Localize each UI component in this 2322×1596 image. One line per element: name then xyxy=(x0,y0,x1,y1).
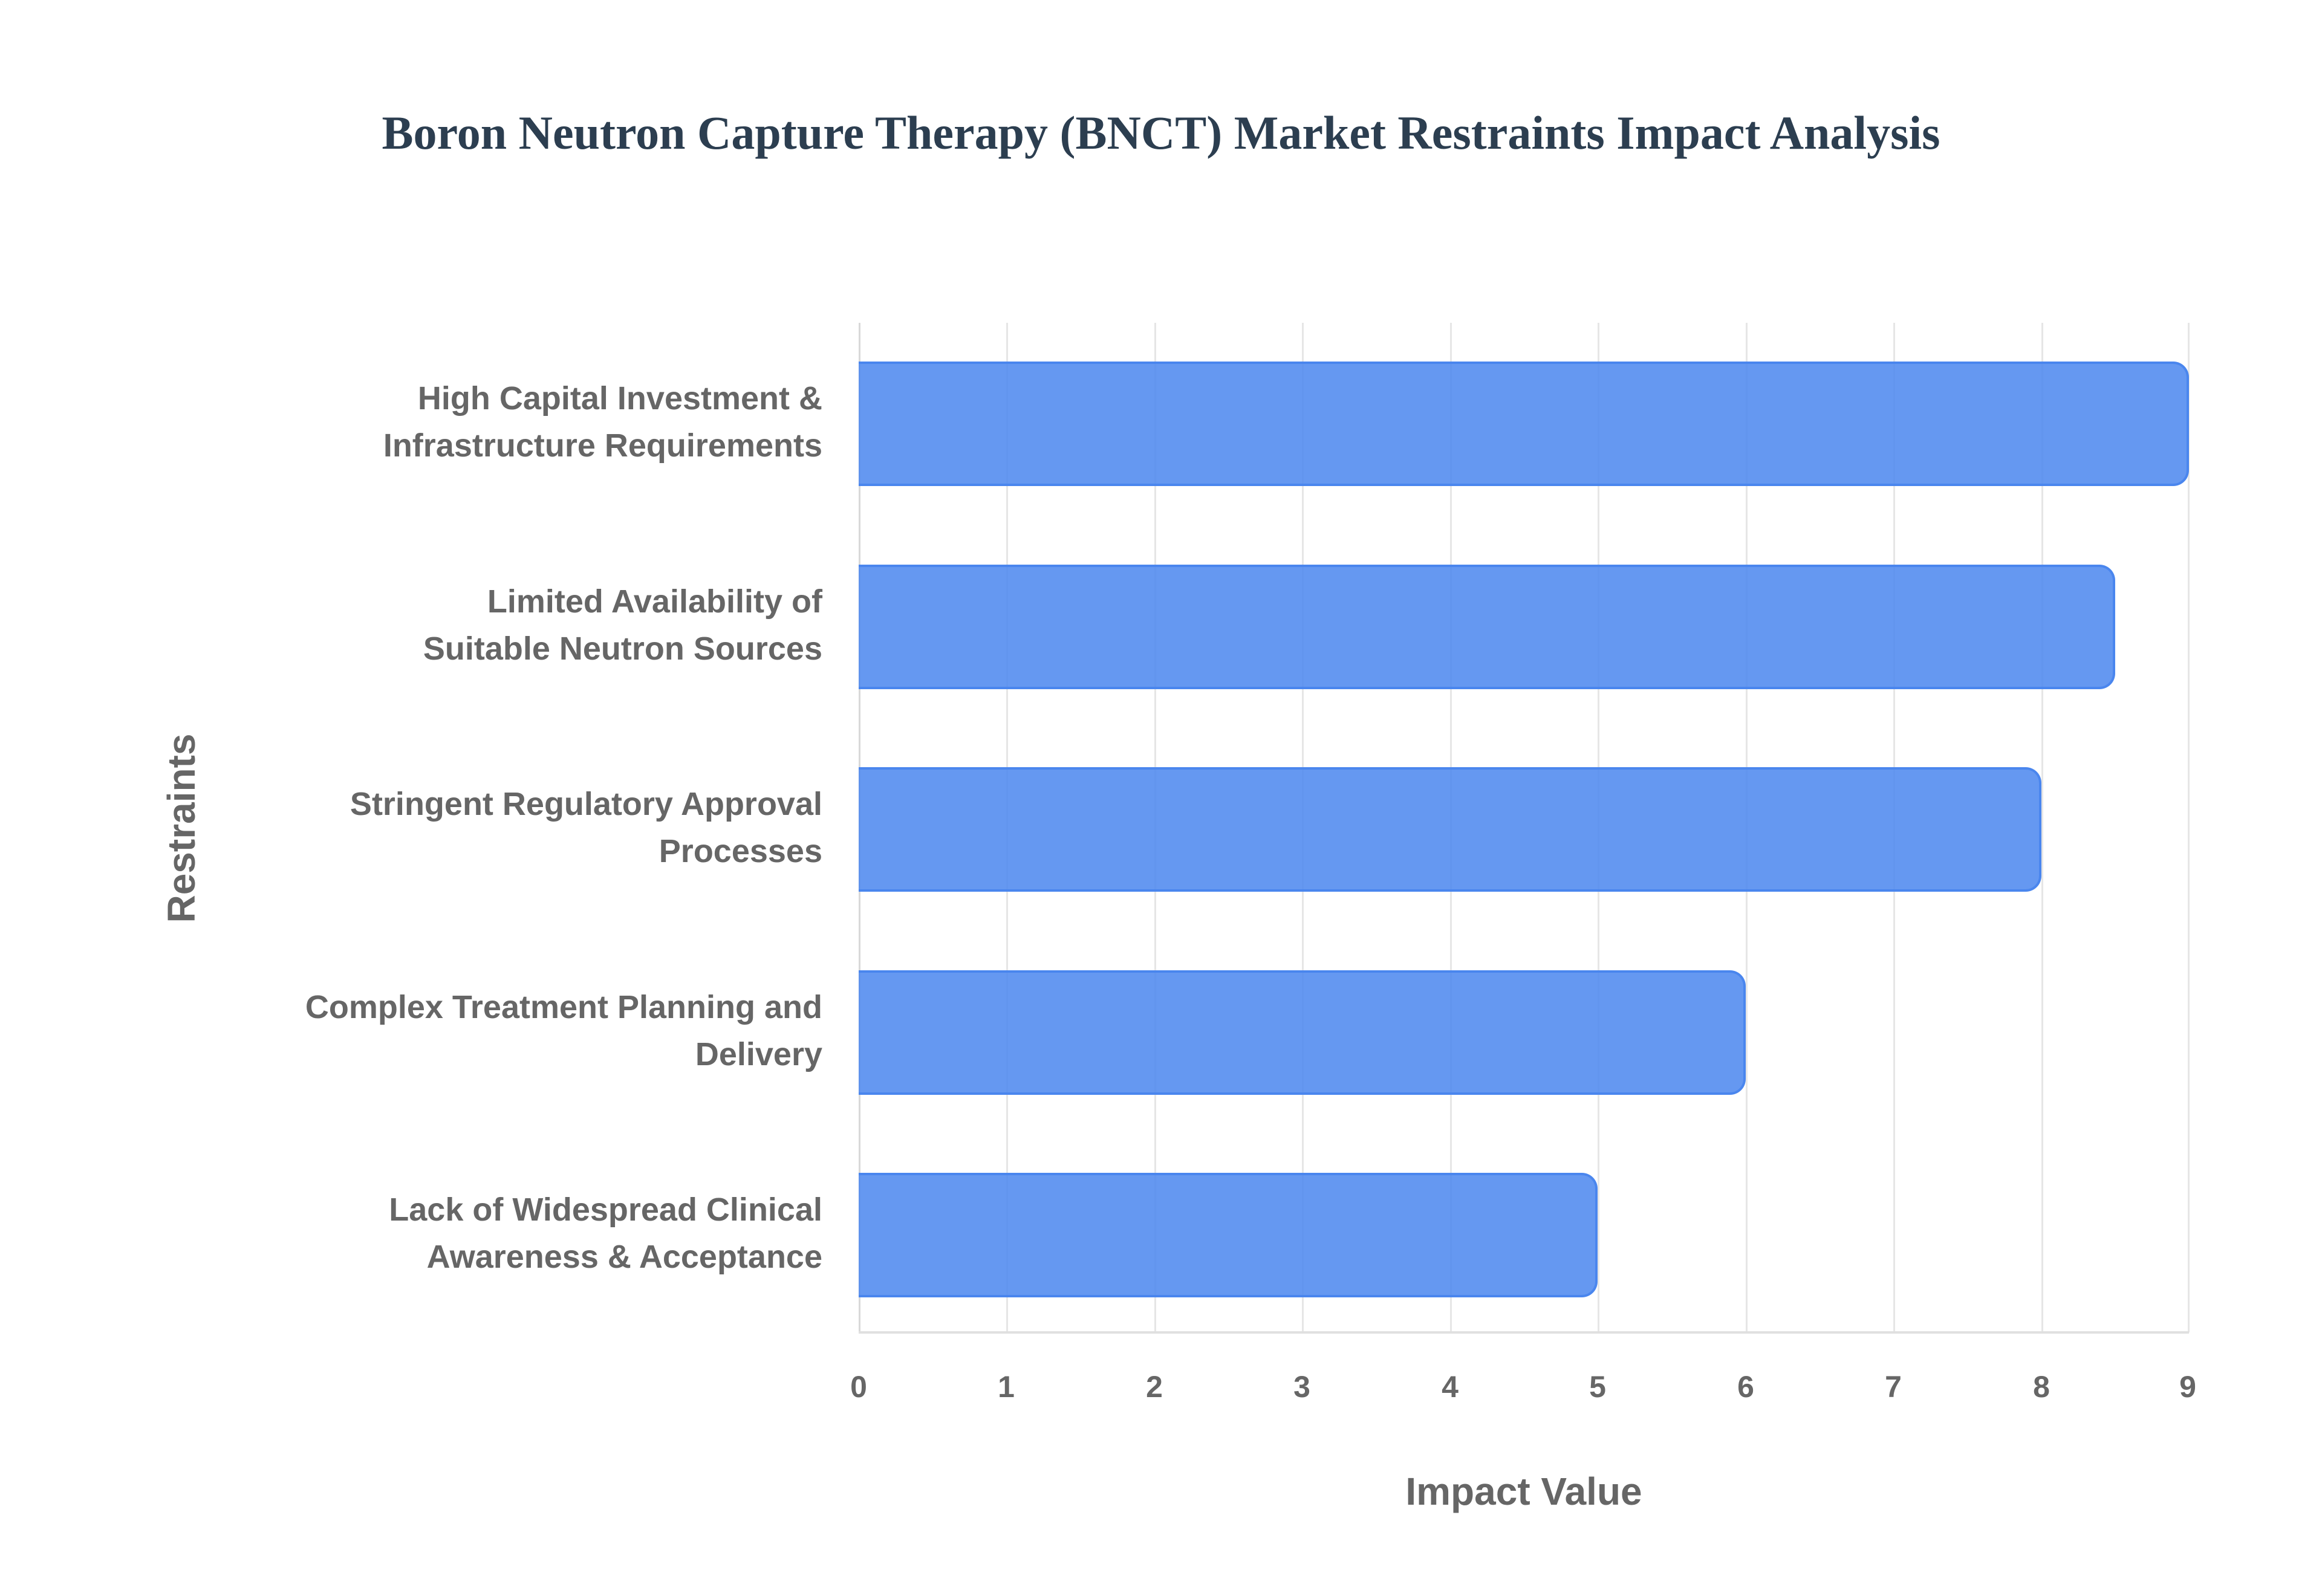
x-tick-label: 4 xyxy=(1442,1370,1459,1404)
x-tick-label: 1 xyxy=(998,1370,1015,1404)
y-tick-label: Stringent Regulatory Approval Processes xyxy=(218,780,822,875)
y-tick-label: High Capital Investment & Infrastructure… xyxy=(218,375,822,469)
x-axis-line xyxy=(859,1331,2189,1334)
x-tick-label: 0 xyxy=(850,1370,867,1404)
y-tick-label-line: Stringent Regulatory Approval xyxy=(350,786,822,822)
plot-area xyxy=(859,323,2190,1334)
gridline xyxy=(2188,323,2190,1332)
x-tick-label: 9 xyxy=(2179,1370,2196,1404)
y-tick-label-line: Awareness & Acceptance xyxy=(426,1239,822,1275)
y-tick-label-line: Delivery xyxy=(695,1036,822,1072)
y-tick-label-line: Infrastructure Requirements xyxy=(383,427,822,464)
y-tick-label-line: Processes xyxy=(659,833,822,869)
gridline xyxy=(2041,323,2043,1332)
y-tick-label: Limited Availability of Suitable Neutron… xyxy=(218,578,822,672)
y-tick-label-line: High Capital Investment & xyxy=(417,380,822,417)
y-tick-label-line: Complex Treatment Planning and xyxy=(305,989,822,1025)
y-axis-title: Restraints xyxy=(160,733,203,923)
bar[interactable] xyxy=(859,970,1746,1095)
chart-title: Boron Neutron Capture Therapy (BNCT) Mar… xyxy=(382,106,1940,159)
x-tick-label: 8 xyxy=(2033,1370,2050,1404)
x-tick-label: 3 xyxy=(1293,1370,1310,1404)
x-axis-title: Impact Value xyxy=(1405,1470,1642,1513)
y-tick-label-line: Suitable Neutron Sources xyxy=(423,631,822,667)
x-tick-label: 2 xyxy=(1146,1370,1163,1404)
bar[interactable] xyxy=(859,565,2115,689)
y-tick-label-line: Limited Availability of xyxy=(487,583,822,620)
y-tick-label-line: Lack of Widespread Clinical xyxy=(389,1192,822,1228)
x-tick-label: 5 xyxy=(1589,1370,1606,1404)
bar[interactable] xyxy=(859,362,2189,486)
x-tick-label: 6 xyxy=(1737,1370,1754,1404)
y-tick-label: Complex Treatment Planning and Delivery xyxy=(218,984,822,1078)
bar[interactable] xyxy=(859,767,2041,892)
y-tick-label: Lack of Widespread Clinical Awareness & … xyxy=(218,1186,822,1280)
bar[interactable] xyxy=(859,1173,1598,1297)
x-tick-label: 7 xyxy=(1885,1370,1902,1404)
